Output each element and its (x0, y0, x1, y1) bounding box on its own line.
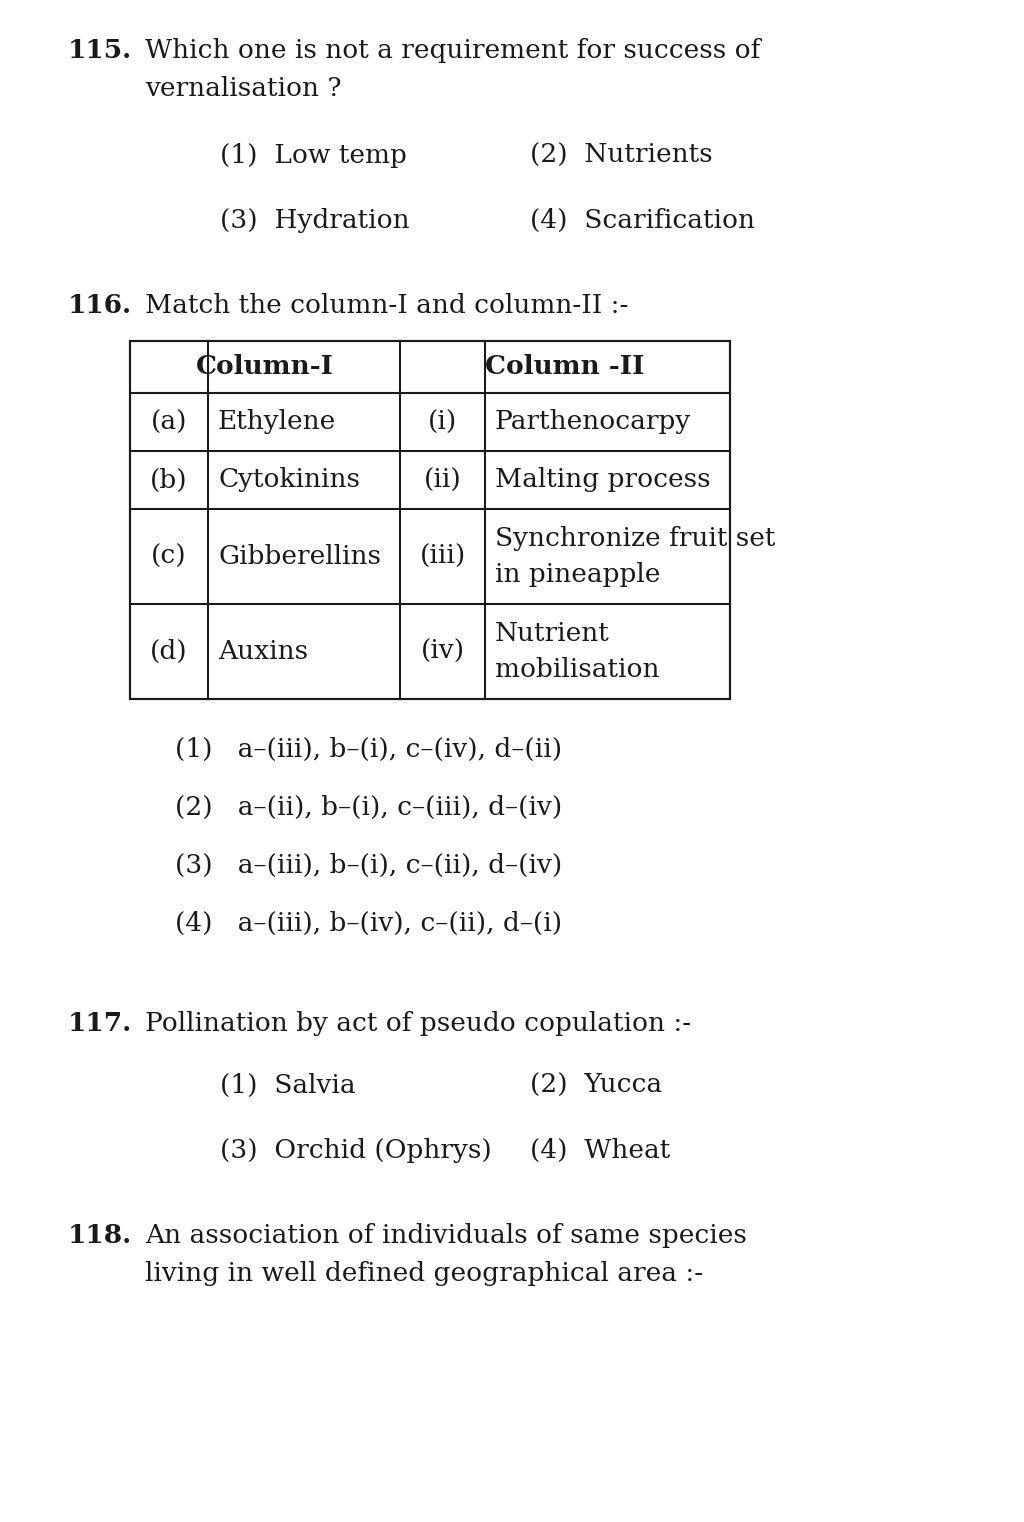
Text: 116.: 116. (68, 294, 132, 318)
Text: (1)   a–(iii), b–(i), c–(iv), d–(ii): (1) a–(iii), b–(i), c–(iv), d–(ii) (175, 737, 562, 763)
Text: Nutrient
mobilisation: Nutrient mobilisation (495, 621, 659, 682)
Text: (3)  Hydration: (3) Hydration (220, 209, 410, 233)
Text: (2)  Yucca: (2) Yucca (530, 1073, 663, 1097)
Text: (i): (i) (428, 409, 457, 434)
Text: 118.: 118. (68, 1224, 132, 1248)
Text: (iv): (iv) (421, 639, 465, 664)
Text: (b): (b) (151, 467, 187, 493)
Text: living in well defined geographical area :-: living in well defined geographical area… (145, 1262, 703, 1286)
Text: (ii): (ii) (424, 467, 462, 493)
Text: An association of individuals of same species: An association of individuals of same sp… (145, 1224, 746, 1248)
Text: Synchronize fruit set
in pineapple: Synchronize fruit set in pineapple (495, 527, 775, 587)
Text: Match the column-I and column-II :-: Match the column-I and column-II :- (145, 294, 629, 318)
Text: (2)  Nutrients: (2) Nutrients (530, 143, 713, 167)
Text: vernalisation ?: vernalisation ? (145, 76, 341, 100)
Text: (4)   a–(iii), b–(iv), c–(ii), d–(i): (4) a–(iii), b–(iv), c–(ii), d–(i) (175, 912, 562, 936)
Text: 115.: 115. (68, 38, 132, 62)
Text: 117.: 117. (68, 1011, 132, 1036)
Text: (4)  Wheat: (4) Wheat (530, 1138, 671, 1163)
Text: (2)   a–(ii), b–(i), c–(iii), d–(iv): (2) a–(ii), b–(i), c–(iii), d–(iv) (175, 794, 562, 820)
Text: (4)  Scarification: (4) Scarification (530, 209, 755, 233)
Text: Malting process: Malting process (495, 467, 711, 493)
Text: (1)  Low temp: (1) Low temp (220, 143, 407, 167)
Text: Column-I: Column-I (196, 355, 334, 379)
Bar (130, 341, 730, 699)
Text: (c): (c) (152, 543, 186, 569)
Text: (d): (d) (151, 639, 187, 664)
Text: (1)  Salvia: (1) Salvia (220, 1073, 355, 1097)
Text: Column -II: Column -II (485, 355, 645, 379)
Text: Gibberellins: Gibberellins (218, 543, 381, 569)
Text: Auxins: Auxins (218, 639, 308, 664)
Text: (a): (a) (151, 409, 187, 434)
Text: Ethylene: Ethylene (218, 409, 336, 434)
Text: Which one is not a requirement for success of: Which one is not a requirement for succe… (145, 38, 761, 62)
Text: (iii): (iii) (420, 543, 466, 569)
Text: (3)   a–(iii), b–(i), c–(ii), d–(iv): (3) a–(iii), b–(i), c–(ii), d–(iv) (175, 852, 562, 878)
Text: Pollination by act of pseudo copulation :-: Pollination by act of pseudo copulation … (145, 1011, 691, 1036)
Text: Cytokinins: Cytokinins (218, 467, 360, 493)
Text: (3)  Orchid (Ophrys): (3) Orchid (Ophrys) (220, 1138, 492, 1163)
Text: Parthenocarpy: Parthenocarpy (495, 409, 691, 434)
